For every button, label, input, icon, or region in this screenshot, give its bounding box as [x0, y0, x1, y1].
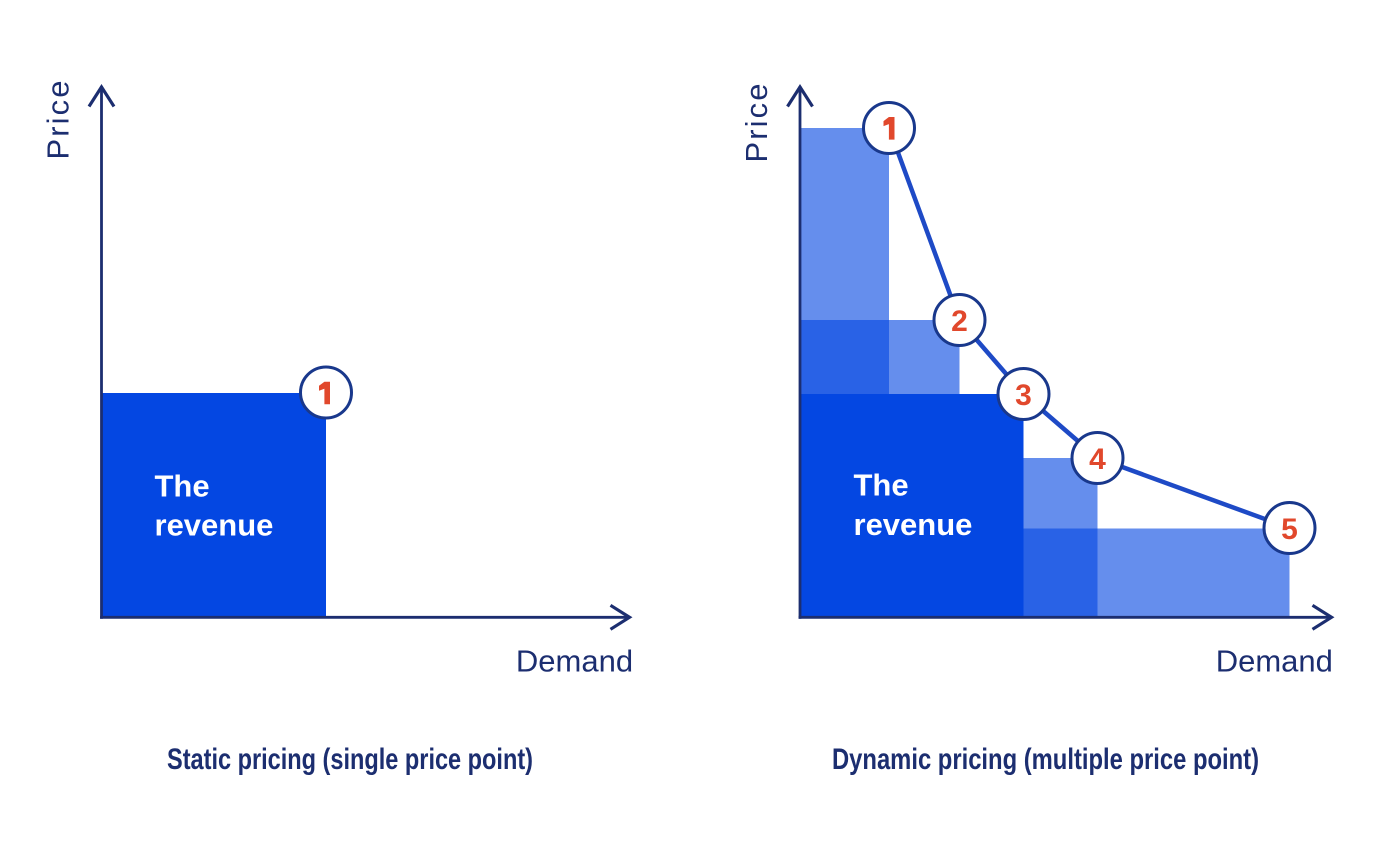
svg-text:revenue: revenue — [854, 507, 973, 542]
svg-text:Demand: Demand — [1216, 643, 1333, 678]
svg-text:Static pricing (single price p: Static pricing (single price point) — [167, 743, 533, 776]
svg-text:3: 3 — [1015, 379, 1032, 412]
svg-text:4: 4 — [1089, 443, 1106, 476]
svg-text:Demand: Demand — [516, 643, 633, 678]
svg-text:5: 5 — [1281, 513, 1298, 546]
svg-text:Price: Price — [41, 81, 76, 160]
svg-text:revenue: revenue — [155, 508, 274, 543]
svg-text:The: The — [155, 469, 210, 504]
svg-text:The: The — [854, 468, 909, 503]
svg-text:Price: Price — [739, 84, 774, 163]
svg-text:2: 2 — [951, 305, 968, 338]
svg-text:Dynamic pricing (multiple pric: Dynamic pricing (multiple price point) — [832, 743, 1259, 776]
